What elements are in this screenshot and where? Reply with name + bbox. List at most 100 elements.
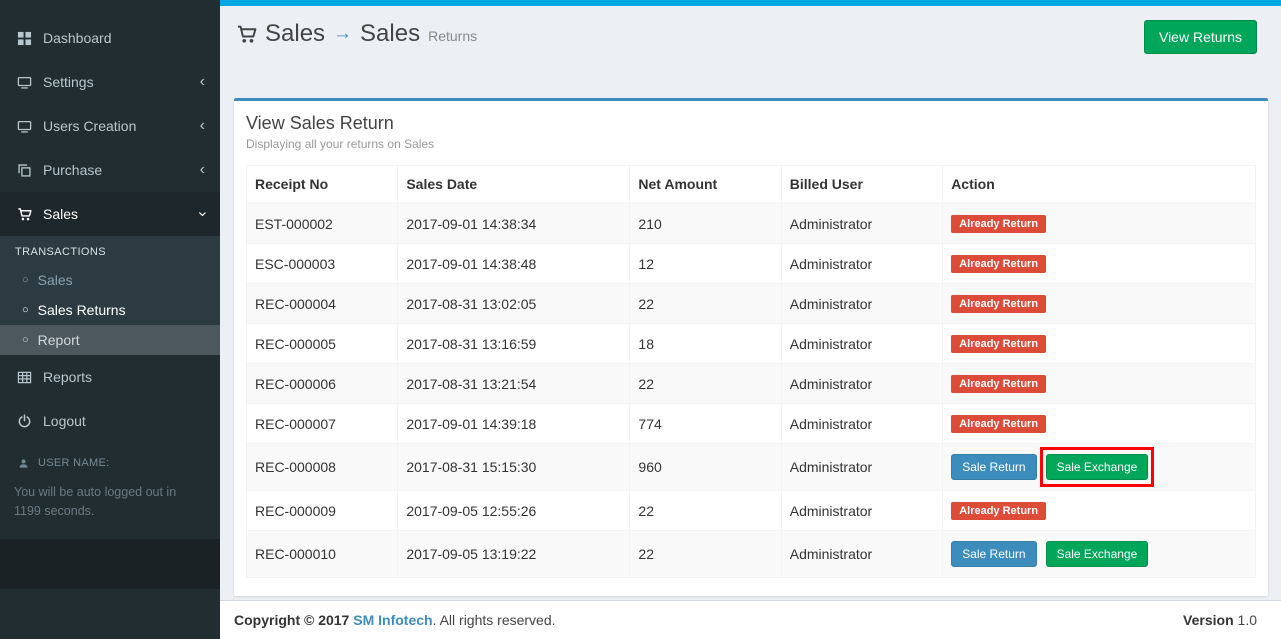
column-header: Net Amount [629, 165, 782, 204]
main-area: Sales → Sales Returns View Returns View … [220, 0, 1281, 639]
content-body: View Sales Return Displaying all your re… [220, 54, 1281, 600]
already-return-badge: Already Return [951, 215, 1047, 233]
sale-exchange-button[interactable]: Sale Exchange [1045, 454, 1149, 480]
column-header: Receipt No [245, 165, 399, 204]
breadcrumb-primary: Sales [265, 20, 326, 47]
net-amount-cell: 22 [629, 530, 782, 578]
sidebar-item-logout[interactable]: Logout [0, 399, 220, 443]
content-header: Sales → Sales Returns View Returns [220, 6, 1281, 54]
receipt-no-cell: REC-000005 [245, 323, 399, 364]
sidebar-item-users-creation[interactable]: Users Creation ‹ [0, 104, 220, 148]
billed-user-cell: Administrator [780, 283, 944, 324]
action-cell: Already Return [942, 243, 1256, 284]
version-label: Version [1183, 612, 1234, 628]
cart-icon [236, 24, 257, 45]
returns-table: Receipt No Sales Date Net Amount Billed Use… [245, 165, 1256, 578]
receipt-no-cell: REC-000010 [245, 530, 399, 578]
annotation-highlight-box: Sale Exchange [1039, 447, 1155, 487]
monitor-icon [15, 75, 33, 90]
footer: Copyright © 2017 SM Infotech. All rights… [220, 600, 1281, 639]
table-row: REC-000007 2017-09-01 14:39:18 774 Administ… [245, 403, 1256, 444]
receipt-no-cell: ESC-000003 [245, 243, 399, 284]
net-amount-cell: 12 [629, 243, 782, 284]
sidebar-item-label: Logout [43, 413, 86, 429]
sales-date-cell: 2017-08-31 13:21:54 [397, 363, 631, 404]
billed-user-cell: Administrator [780, 443, 944, 491]
sidebar-subitem-report[interactable]: ○ Report [0, 325, 220, 355]
sale-exchange-button[interactable]: Sale Exchange [1045, 541, 1149, 567]
action-cell: Already Return [942, 403, 1256, 444]
net-amount-cell: 22 [629, 490, 782, 531]
table-row: REC-000010 2017-09-05 13:19:22 22 Administr… [245, 530, 1256, 578]
action-cell: Already Return [942, 283, 1256, 324]
action-cell: Sale Return Sale Exchange [942, 443, 1256, 491]
sales-return-card: View Sales Return Displaying all your re… [234, 98, 1268, 596]
table-row: REC-000006 2017-08-31 13:21:54 22 Administr… [245, 363, 1256, 404]
sidebar-subitem-label: Sales [37, 272, 73, 288]
sidebar-subitem-sales[interactable]: ○ Sales [0, 265, 220, 295]
user-name-row: USER NAME: [14, 457, 206, 469]
sidebar-item-dashboard[interactable]: Dashboard [0, 16, 220, 60]
sidebar-item-label: Sales [43, 206, 79, 222]
already-return-badge: Already Return [951, 295, 1047, 313]
view-returns-button[interactable]: View Returns [1143, 20, 1257, 54]
copyright-suffix: . All rights reserved. [432, 612, 556, 628]
table-row: REC-000009 2017-09-05 12:55:26 22 Administr… [245, 490, 1256, 531]
action-cell: Already Return [942, 363, 1256, 404]
billed-user-cell: Administrator [780, 403, 944, 444]
sidebar-item-label: Settings [43, 74, 94, 90]
card-subtitle: Displaying all your returns on Sales [246, 137, 435, 151]
column-header: Billed User [780, 165, 944, 204]
company-link[interactable]: SM Infotech [353, 612, 433, 628]
breadcrumb: Sales → Sales Returns [236, 20, 477, 48]
already-return-badge: Already Return [951, 335, 1047, 353]
chevron-left-icon: ‹ [199, 73, 205, 90]
sidebar-subitem-sales-returns[interactable]: ○ Sales Returns [0, 295, 220, 325]
circle-icon: ○ [22, 334, 29, 346]
receipt-no-cell: REC-000007 [245, 403, 399, 444]
column-header: Action [942, 165, 1256, 204]
power-icon [15, 413, 33, 429]
sidebar-item-sales[interactable]: Sales ‹ [0, 192, 220, 236]
copy-icon [15, 163, 33, 178]
monitor-icon [15, 119, 33, 134]
action-cell: Sale Return Sale Exchange [942, 530, 1256, 578]
table-icon [15, 370, 33, 385]
sidebar-subitem-label: Sales Returns [37, 302, 126, 318]
sale-return-button[interactable]: Sale Return [951, 454, 1037, 480]
user-panel: USER NAME: You will be auto logged out i… [0, 443, 220, 531]
sidebar-item-label: Users Creation [43, 118, 137, 134]
receipt-no-cell: EST-000002 [245, 202, 399, 244]
version-value: 1.0 [1237, 612, 1257, 628]
receipt-no-cell: REC-000009 [245, 490, 399, 531]
already-return-badge: Already Return [951, 375, 1047, 393]
sidebar-item-purchase[interactable]: Purchase ‹ [0, 148, 220, 192]
sale-return-button[interactable]: Sale Return [951, 541, 1037, 567]
sales-date-cell: 2017-09-01 14:38:34 [397, 202, 631, 244]
receipt-no-cell: REC-000006 [245, 363, 399, 404]
auto-logout-notice: You will be auto logged out in 1199 seco… [14, 485, 177, 518]
chevron-down-icon: ‹ [193, 211, 211, 217]
sales-date-cell: 2017-09-05 12:55:26 [397, 490, 631, 531]
billed-user-cell: Administrator [780, 530, 944, 578]
sidebar-item-reports[interactable]: Reports [0, 355, 220, 399]
sidebar-subitem-label: Report [37, 332, 80, 348]
action-cell: Already Return [942, 202, 1256, 244]
already-return-badge: Already Return [951, 415, 1047, 433]
submenu-section-label: TRANSACTIONS [15, 246, 106, 258]
sales-date-cell: 2017-08-31 13:16:59 [397, 323, 631, 364]
version-text: Version 1.0 [1183, 612, 1257, 628]
sidebar-item-label: Dashboard [43, 30, 112, 46]
billed-user-cell: Administrator [780, 323, 944, 364]
copyright-prefix: Copyright © 2017 [234, 612, 350, 628]
receipt-no-cell: REC-000008 [245, 443, 399, 491]
sidebar-fill [0, 588, 220, 639]
sidebar-item-settings[interactable]: Settings ‹ [0, 60, 220, 104]
breadcrumb-suffix: Returns [428, 28, 478, 44]
net-amount-cell: 18 [629, 323, 782, 364]
net-amount-cell: 960 [629, 443, 782, 491]
sidebar-item-label: Purchase [43, 162, 103, 178]
net-amount-cell: 22 [629, 363, 782, 404]
breadcrumb-secondary: Sales [360, 20, 421, 47]
chevron-left-icon: ‹ [199, 161, 205, 178]
